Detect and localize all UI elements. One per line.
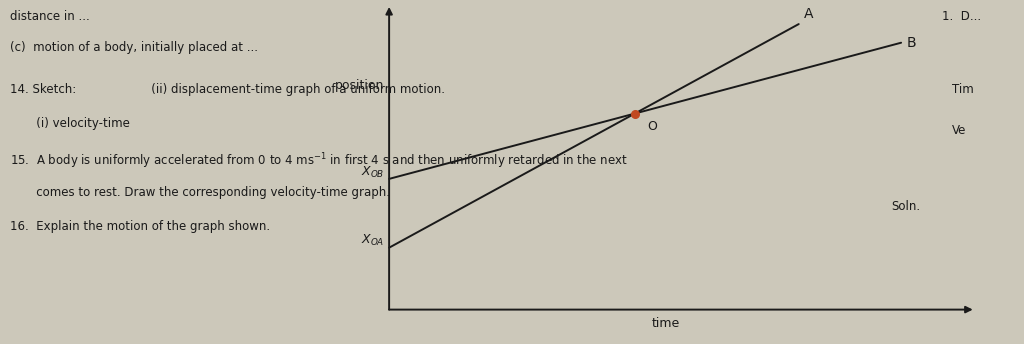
Text: 15.  A body is uniformly accelerated from 0 to 4 ms$^{-1}$ in first 4 s and then: 15. A body is uniformly accelerated from…	[10, 151, 628, 171]
Text: A: A	[804, 7, 813, 21]
Text: Tim: Tim	[952, 83, 974, 96]
Text: $X_{OA}$: $X_{OA}$	[360, 233, 384, 248]
Text: 16.  Explain the motion of the graph shown.: 16. Explain the motion of the graph show…	[10, 220, 270, 233]
Text: B: B	[906, 36, 915, 50]
Text: position: position	[335, 79, 384, 93]
Text: comes to rest. Draw the corresponding velocity-time graph.: comes to rest. Draw the corresponding ve…	[10, 186, 390, 199]
Text: (i) velocity-time: (i) velocity-time	[10, 117, 130, 130]
Text: (c)  motion of a body, initially placed at ...: (c) motion of a body, initially placed a…	[10, 41, 258, 54]
Text: Soln.: Soln.	[891, 200, 920, 213]
Text: $X_{OB}$: $X_{OB}$	[360, 164, 384, 180]
Text: 1.  D...: 1. D...	[942, 10, 981, 23]
Text: O: O	[647, 120, 657, 133]
Text: distance in ...: distance in ...	[10, 10, 90, 23]
Text: 14. Sketch:                    (ii) displacement-time graph of a uniform motion.: 14. Sketch: (ii) displacement-time graph…	[10, 83, 445, 96]
Text: Ve: Ve	[952, 124, 967, 137]
Text: time: time	[651, 317, 680, 330]
